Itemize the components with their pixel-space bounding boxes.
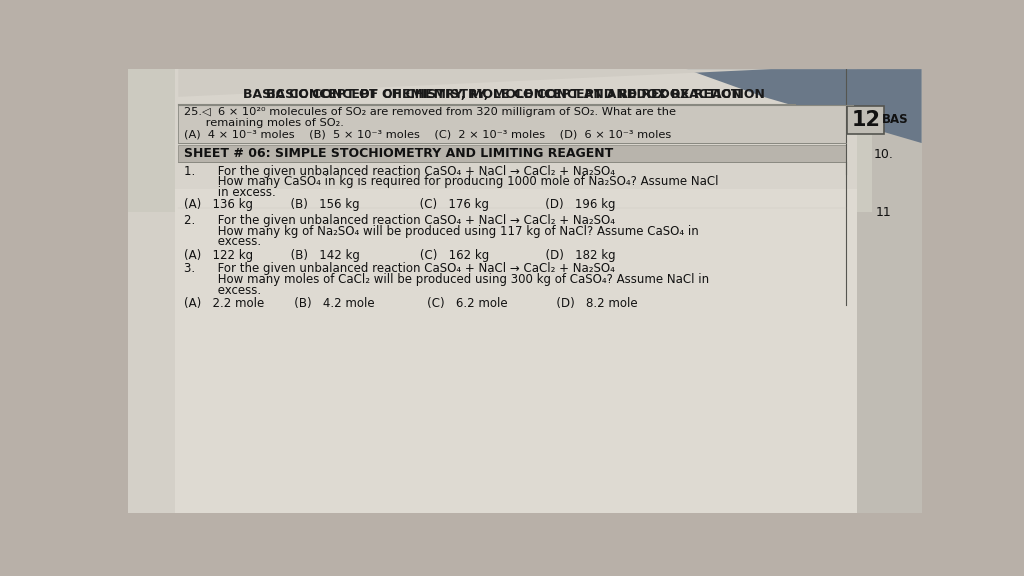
FancyBboxPatch shape	[178, 104, 847, 143]
Text: BAS: BAS	[882, 113, 908, 127]
Text: SHEET # 06: SIMPLE STOCHIOMETRY AND LIMITING REAGENT: SHEET # 06: SIMPLE STOCHIOMETRY AND LIMI…	[183, 146, 613, 160]
Text: 12: 12	[851, 110, 881, 130]
Text: (A)  4 × 10⁻³ moles    (B)  5 × 10⁻³ moles    (C)  2 × 10⁻³ moles    (D)  6 × 10: (A) 4 × 10⁻³ moles (B) 5 × 10⁻³ moles (C…	[183, 129, 671, 139]
Text: 1.      For the given unbalanced reaction CaSO₄ + NaCl → CaCl₂ + Na₂SO₄: 1. For the given unbalanced reaction CaS…	[183, 165, 614, 177]
Text: 3.      For the given unbalanced reaction CaSO₄ + NaCl → CaCl₂ + Na₂SO₄: 3. For the given unbalanced reaction CaS…	[183, 263, 614, 275]
Text: excess.: excess.	[183, 236, 261, 248]
Text: 25.◁  6 × 10²⁰ molecules of SO₂ are removed from 320 milligram of SO₂. What are : 25.◁ 6 × 10²⁰ molecules of SO₂ are remov…	[183, 107, 676, 117]
Text: remaining moles of SO₂.: remaining moles of SO₂.	[183, 118, 344, 128]
Text: How many moles of CaCl₂ will be produced using 300 kg of CaSO₄? Assume NaCl in: How many moles of CaCl₂ will be produced…	[183, 273, 709, 286]
Text: 2.      For the given unbalanced reaction CaSO₄ + NaCl → CaCl₂ + Na₂SO₄: 2. For the given unbalanced reaction CaS…	[183, 214, 614, 227]
Polygon shape	[174, 69, 856, 513]
Polygon shape	[174, 69, 856, 190]
Text: (A)   136 kg          (B)   156 kg                (C)   176 kg               (D): (A) 136 kg (B) 156 kg (C) 176 kg (D)	[183, 199, 615, 211]
Polygon shape	[178, 69, 771, 97]
Polygon shape	[128, 69, 872, 513]
Text: 10.: 10.	[873, 148, 894, 161]
FancyBboxPatch shape	[178, 145, 847, 161]
Polygon shape	[686, 69, 922, 143]
Polygon shape	[849, 69, 922, 513]
Text: (A)   122 kg          (B)   142 kg                (C)   162 kg               (D): (A) 122 kg (B) 142 kg (C) 162 kg (D)	[183, 248, 615, 262]
Text: How many CaSO₄ in kg is required for producing 1000 mole of Na₂SO₄? Assume NaCl: How many CaSO₄ in kg is required for pro…	[183, 175, 718, 188]
Text: (A)   2.2 mole        (B)   4.2 mole              (C)   6.2 mole             (D): (A) 2.2 mole (B) 4.2 mole (C) 6.2 mole (…	[183, 297, 637, 310]
Text: in excess.: in excess.	[183, 186, 275, 199]
Text: 11: 11	[876, 206, 892, 219]
Text: BASIC CONCEPT OF CHEMISTRY, MOLE CONCEPT AND REDOX REACTION: BASIC CONCEPT OF CHEMISTRY, MOLE CONCEPT…	[266, 88, 765, 101]
Text: BASIC CONCEPT OF CHEMISTRY, MOLE CONCEPT AND REDOX REACTION: BASIC CONCEPT OF CHEMISTRY, MOLE CONCEPT…	[243, 88, 741, 101]
Polygon shape	[128, 69, 872, 213]
Text: How many kg of Na₂SO₄ will be produced using 117 kg of NaCl? Assume CaSO₄ in: How many kg of Na₂SO₄ will be produced u…	[183, 225, 698, 238]
Polygon shape	[671, 69, 922, 204]
FancyBboxPatch shape	[847, 106, 885, 134]
Text: excess.: excess.	[183, 284, 261, 297]
